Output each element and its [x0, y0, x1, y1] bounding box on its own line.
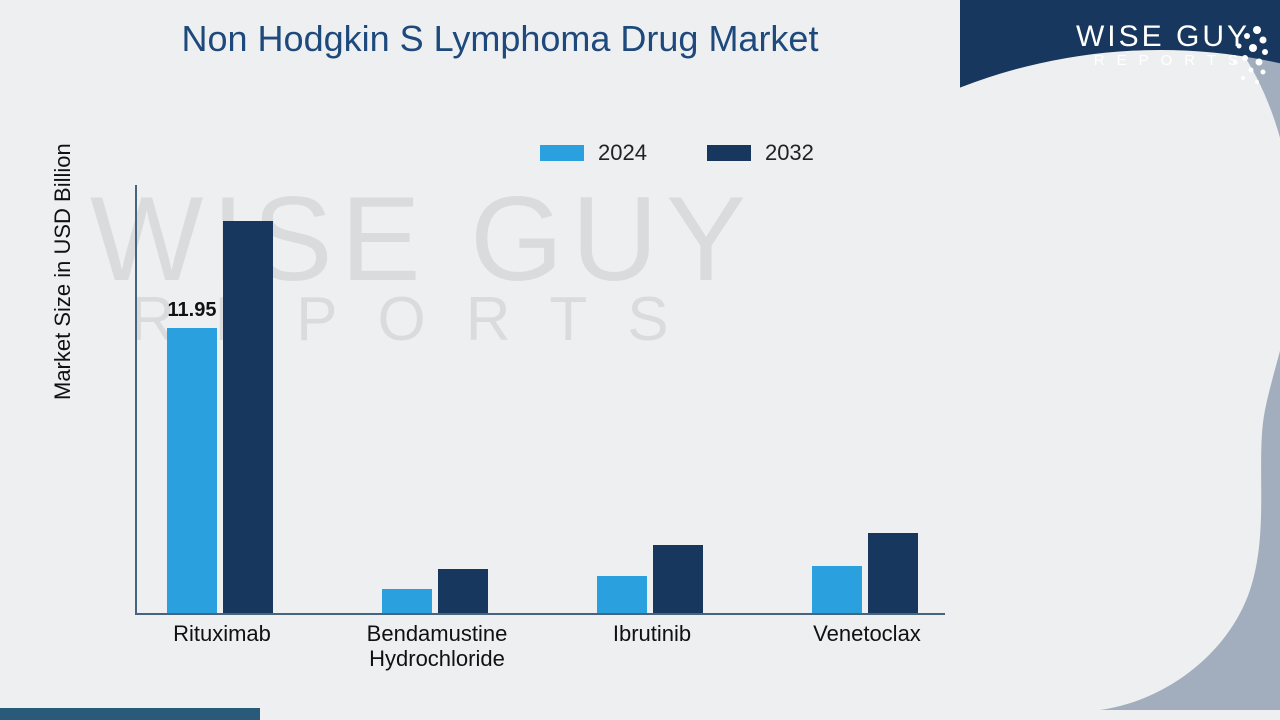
bar-2032	[223, 221, 273, 613]
legend-swatch-2024	[540, 145, 584, 161]
category-label: Ibrutinib	[542, 613, 762, 646]
bar-2032	[653, 545, 703, 613]
bottom-stripe	[0, 708, 260, 720]
legend-label-2024: 2024	[598, 140, 647, 166]
brain-dots-icon	[1217, 22, 1272, 92]
legend-label-2032: 2032	[765, 140, 814, 166]
head-silhouette-icon	[950, 10, 1280, 710]
category-label: Bendamustine Hydrochloride	[327, 613, 547, 672]
bar-2032	[438, 569, 488, 613]
bar-2024	[812, 566, 862, 613]
bar-2032	[868, 533, 918, 613]
chart-title: Non Hodgkin S Lymphoma Drug Market	[120, 18, 880, 60]
bar-chart: Market Size in USD Billion 11.95Rituxima…	[105, 185, 945, 615]
y-axis-title: Market Size in USD Billion	[50, 143, 76, 400]
legend: 2024 2032	[540, 140, 814, 166]
legend-swatch-2032	[707, 145, 751, 161]
category-label: Rituximab	[112, 613, 332, 646]
legend-item-2024: 2024	[540, 140, 647, 166]
brand-logo: WISE GUY REPORTS	[1076, 20, 1250, 69]
bar-2024	[382, 589, 432, 613]
plot-area: 11.95RituximabBendamustine Hydrochloride…	[135, 185, 945, 615]
bar-2024	[167, 328, 217, 613]
bar-value-label: 11.95	[142, 299, 242, 322]
category-label: Venetoclax	[757, 613, 977, 646]
legend-item-2032: 2032	[707, 140, 814, 166]
bar-2024	[597, 576, 647, 613]
